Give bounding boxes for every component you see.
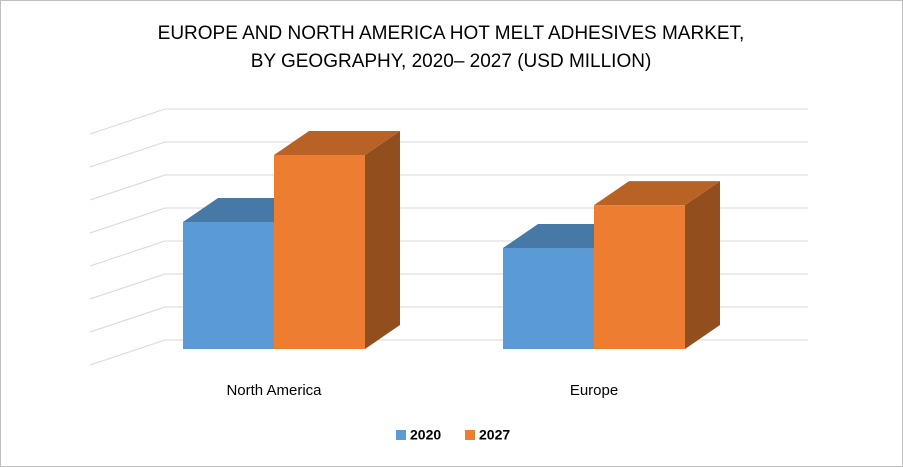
x-tick-label: North America [226, 382, 322, 399]
legend-label: 2027 [479, 427, 510, 443]
grid-line [89, 273, 166, 300]
grid-line [89, 339, 166, 366]
grid-line [89, 174, 166, 201]
grid-line [89, 108, 166, 135]
bar-top [274, 130, 400, 155]
legend-label: 2020 [410, 427, 441, 443]
bar [274, 154, 365, 349]
bar-side [685, 181, 720, 349]
x-tick-label: Europe [570, 382, 618, 399]
bar [594, 205, 685, 349]
bar [183, 221, 274, 349]
bar [503, 248, 594, 349]
grid-line [89, 141, 166, 168]
bar-top [594, 181, 720, 206]
grid-line [89, 207, 166, 234]
grid-line [89, 306, 166, 333]
bar-side [365, 130, 400, 349]
legend-swatch [396, 430, 406, 440]
legend-swatch [465, 430, 475, 440]
chart-title: BY GEOGRAPHY, 2020– 2027 (USD MILLION) [251, 51, 652, 72]
grid-line [89, 240, 166, 267]
chart-title: EUROPE AND NORTH AMERICA HOT MELT ADHESI… [158, 23, 745, 44]
